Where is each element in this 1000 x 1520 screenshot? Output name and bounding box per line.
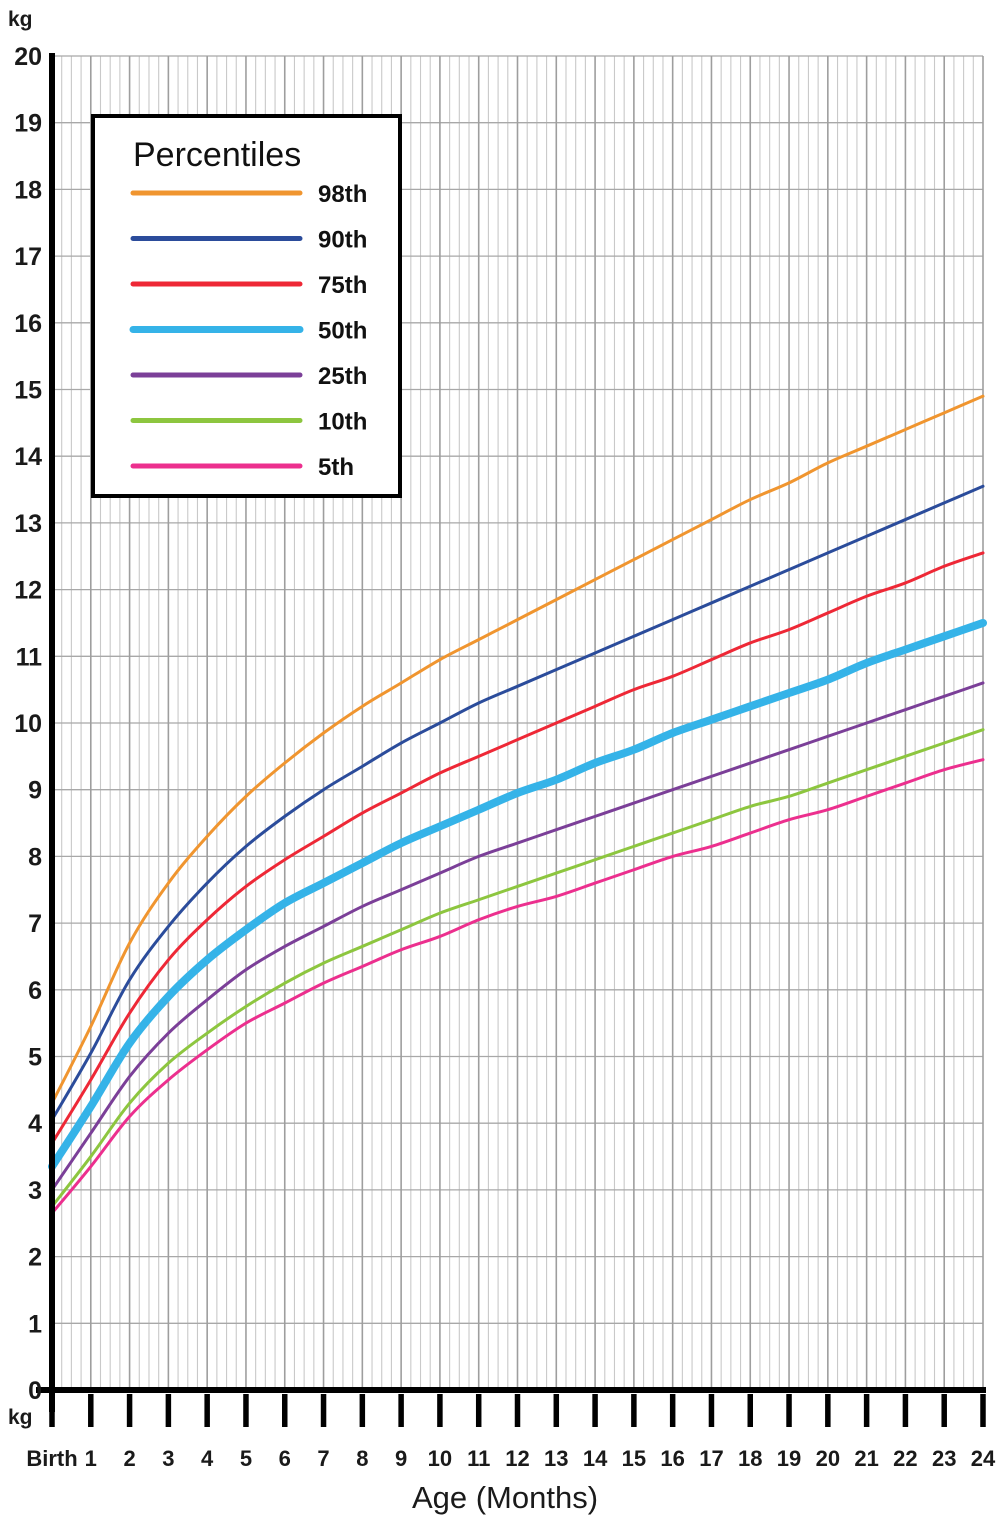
x-tick-label: 16 (660, 1446, 684, 1471)
x-tick-label: 13 (544, 1446, 568, 1471)
x-tick-label: 20 (816, 1446, 840, 1471)
percentile-curve-75th (50, 551, 985, 1145)
legend-entries: 98th 90th 75th 50th 25th 10th 5th (129, 181, 367, 481)
legend-label-90th: 90th (318, 227, 367, 254)
y-tick-label: 8 (28, 843, 42, 871)
y-tick-label: 5 (28, 1044, 42, 1072)
y-tick-label: 1 (28, 1310, 42, 1338)
percentile-curve-98th (50, 394, 985, 1105)
y-tick-label: 14 (14, 443, 42, 471)
x-tick-label: 3 (162, 1446, 174, 1471)
x-tick-label: 17 (699, 1446, 723, 1471)
percentile-curves (48, 394, 987, 1215)
x-tick-label: 18 (738, 1446, 762, 1471)
y-tick-label: 0 (28, 1377, 42, 1405)
x-axis-title: Age (Months) (412, 1480, 598, 1515)
y-tick-label: 18 (14, 176, 42, 204)
x-tick-label: 9 (395, 1446, 407, 1471)
y-tick-label: 19 (14, 110, 42, 138)
y-unit-bottom-label: kg (8, 1406, 33, 1429)
y-tick-label: 3 (28, 1177, 42, 1205)
legend-title: Percentiles (133, 136, 301, 174)
x-tick-label: 6 (279, 1446, 291, 1471)
y-tick-label: 7 (28, 910, 42, 938)
x-tick-label: 8 (356, 1446, 368, 1471)
x-tick-label: 10 (428, 1446, 452, 1471)
legend-label-25th: 25th (318, 363, 367, 390)
percentile-curve-50th (48, 618, 987, 1171)
x-tick-label: 19 (777, 1446, 801, 1471)
x-tick-label: 15 (622, 1446, 646, 1471)
x-tick-label: 7 (317, 1446, 329, 1471)
axis-lines (36, 53, 986, 1427)
percentile-curve-25th (50, 681, 985, 1192)
legend-label-10th: 10th (318, 409, 367, 436)
y-tick-label: 9 (28, 777, 42, 805)
y-tick-label: 2 (28, 1244, 42, 1272)
legend-label-75th: 75th (318, 272, 367, 299)
y-tick-label: 10 (14, 710, 42, 738)
x-axis-tick-labels: Birth 1 2 3 4 5 6 7 8 9 10 11 12 13 14 15 16 17 18 19 20 21 22… (26, 1446, 996, 1471)
x-tick-label: 21 (854, 1446, 878, 1471)
x-tick-label: 23 (932, 1446, 956, 1471)
x-tick-label: 2 (123, 1446, 135, 1471)
x-tick-label: 24 (971, 1446, 996, 1471)
y-tick-label: 13 (14, 510, 42, 538)
legend-label-50th: 50th (318, 318, 367, 345)
x-tick-label: 22 (893, 1446, 917, 1471)
y-tick-label: 12 (14, 577, 42, 605)
x-tick-label: 11 (467, 1446, 490, 1471)
legend-label-98th: 98th (318, 181, 367, 208)
x-tick-label: 12 (505, 1446, 529, 1471)
y-tick-label: 6 (28, 977, 42, 1005)
y-tick-label: 17 (14, 243, 42, 271)
legend: Percentiles 98th 90th 75th 50th 25th 10th 5th (91, 114, 402, 498)
legend-box (91, 114, 402, 498)
y-tick-label: 11 (16, 643, 43, 671)
legend-label-5th: 5th (318, 454, 354, 481)
y-tick-label: 16 (14, 310, 42, 338)
percentile-curve-90th (50, 484, 985, 1122)
percentile-curve-5th (50, 758, 985, 1215)
percentile-curve-10th (50, 728, 985, 1209)
y-tick-label: 20 (14, 43, 42, 71)
y-unit-top-label: kg (8, 8, 33, 31)
x-tick-label: 4 (201, 1446, 214, 1471)
y-tick-label: 4 (28, 1110, 42, 1138)
x-tick-label: 5 (240, 1446, 252, 1471)
x-tick-label: Birth (26, 1446, 77, 1471)
x-tick-label: 14 (583, 1446, 608, 1471)
y-tick-label: 15 (14, 377, 42, 405)
x-tick-label: 1 (85, 1446, 97, 1471)
